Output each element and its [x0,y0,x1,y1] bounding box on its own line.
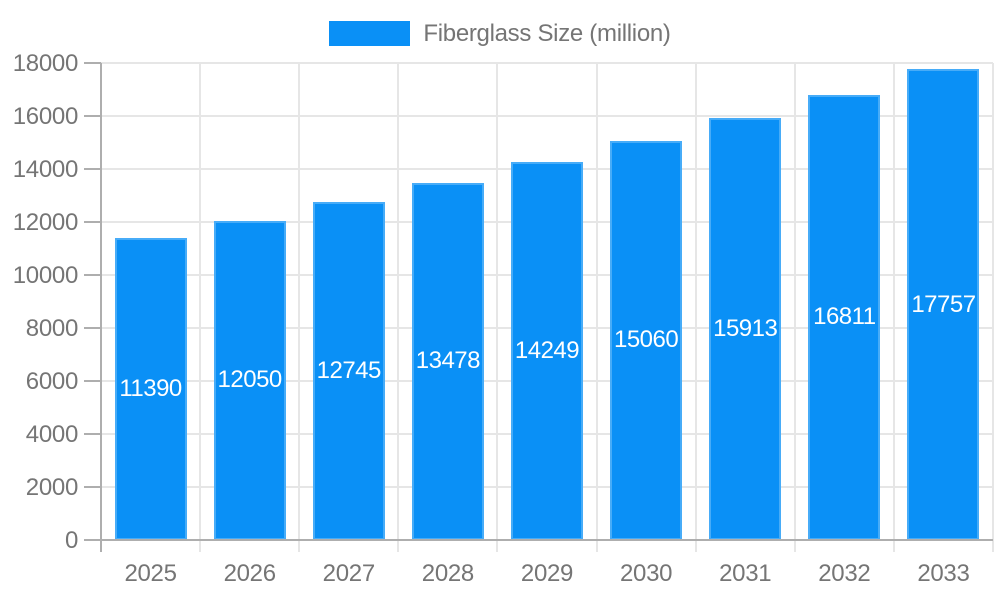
vertical-gridline [694,63,697,552]
x-axis-label: 2028 [421,560,475,587]
bar[interactable]: 17757 [907,69,980,540]
y-axis-tick [84,221,101,223]
y-axis-label: 16000 [12,102,79,130]
vertical-gridline [892,63,895,552]
bar[interactable]: 12745 [312,202,385,540]
x-axis-label: 2027 [322,560,376,587]
x-axis-label: 2025 [124,560,177,587]
y-axis-label: 0 [64,526,78,554]
bar[interactable]: 15060 [610,140,683,540]
horizontal-gridline [101,62,993,64]
bar-value-label: 16811 [813,303,876,331]
vertical-gridline [199,63,202,552]
vertical-gridline [298,63,301,552]
y-axis-tick [84,433,101,435]
y-axis-label: 18000 [12,49,79,77]
y-axis-tick [84,274,101,276]
y-axis-tick [84,62,101,64]
bar[interactable]: 12050 [213,220,286,540]
y-axis-tick [84,327,101,329]
bar-value-label: 12745 [316,357,382,385]
bar[interactable]: 15913 [709,118,782,540]
vertical-gridline [793,63,796,552]
legend-swatch [329,20,411,46]
legend[interactable]: Fiberglass Size (million) [0,18,1000,48]
y-axis-label: 4000 [25,420,79,448]
bar-value-label: 11390 [119,375,182,403]
y-axis-label: 8000 [25,314,79,342]
bar-value-label: 17757 [911,290,976,318]
x-axis-label: 2032 [818,560,871,587]
x-axis-label: 2033 [917,560,970,587]
legend-label: Fiberglass Size (million) [423,19,671,47]
y-axis-tick [84,168,101,170]
y-axis-label: 14000 [12,155,79,183]
bar-value-label: 14249 [514,337,580,365]
bar-value-label: 12050 [217,366,283,394]
x-axis-label: 2030 [620,560,673,587]
y-axis-tick [84,486,101,488]
y-axis-label: 10000 [12,261,79,289]
y-axis-tick [84,539,101,541]
bar[interactable]: 16811 [808,94,881,540]
bar-value-label: 13478 [415,347,481,375]
x-axis-label: 2031 [719,560,772,587]
bar-value-label: 15913 [713,315,778,343]
vertical-gridline [992,63,994,552]
bar-value-label: 15060 [613,326,679,354]
vertical-gridline [595,63,598,552]
x-axis-label: 2029 [520,560,574,587]
x-axis-label: 2026 [223,560,277,587]
bar[interactable]: 13478 [411,182,484,540]
y-axis-tick [84,115,101,117]
vertical-gridline [496,63,499,552]
y-axis-label: 12000 [12,208,79,236]
y-axis-line [100,63,102,552]
horizontal-gridline [101,115,993,117]
y-axis-tick [84,380,101,382]
y-axis-label: 6000 [25,367,79,395]
y-axis-label: 2000 [25,473,79,501]
bar[interactable]: 14249 [511,162,583,540]
bar[interactable]: 11390 [114,238,187,540]
x-axis-line [101,539,993,541]
vertical-gridline [397,63,400,552]
